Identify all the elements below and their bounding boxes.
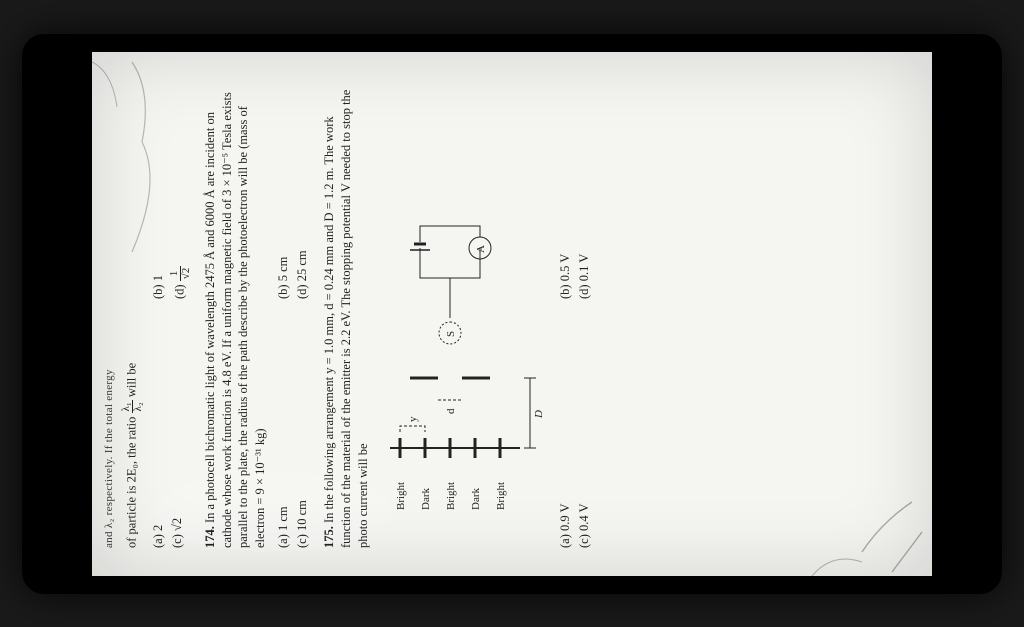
q175-d: (d) 0.1 V bbox=[576, 80, 593, 299]
q174-c: (c) 10 cm bbox=[294, 329, 311, 548]
intro-text-1: of particle is 2E₀, the ratio bbox=[124, 413, 138, 548]
ratio-den: λ₂ bbox=[133, 400, 144, 413]
intro-stem: of particle is 2E₀, the ratio λ₁ λ₂ will… bbox=[121, 80, 144, 548]
lbl-b1: Bright bbox=[395, 481, 407, 509]
opt-d: (d) 1 √2 bbox=[169, 80, 192, 299]
q175-a: (a) 0.9 V bbox=[557, 329, 574, 548]
q174-num: 174. bbox=[203, 526, 217, 548]
intro-ratio: λ₁ λ₂ bbox=[121, 400, 144, 413]
lbl-b3: Bright bbox=[495, 481, 507, 509]
lbl-b2: Bright bbox=[445, 481, 457, 509]
device-frame: and λ₂ respectively. If the total energy… bbox=[22, 34, 1002, 594]
diagram-svg: Bright Dark Bright Dark Bright y d bbox=[380, 218, 545, 518]
q174: 174. In a photocell bichromatic light of… bbox=[202, 80, 270, 548]
lbl-y: y bbox=[407, 416, 419, 422]
q175-text: In the following arrangement y = 1.0 mm,… bbox=[322, 89, 370, 547]
opt-d-frac: 1 √2 bbox=[169, 265, 192, 281]
lbl-S: S bbox=[445, 330, 457, 336]
q174-d: (d) 25 cm bbox=[294, 80, 311, 299]
q175-options: (a) 0.9 V (b) 0.5 V (c) 0.4 V (d) 0.1 V bbox=[557, 80, 593, 548]
page-content: and λ₂ respectively. If the total energy… bbox=[92, 52, 932, 576]
q175-num: 175. bbox=[322, 526, 336, 548]
q175-c: (c) 0.4 V bbox=[576, 329, 593, 548]
intro-options: (a) 2 (b) 1 (c) √2 (d) 1 √2 bbox=[150, 80, 192, 548]
q175: 175. In the following arrangement y = 1.… bbox=[321, 80, 372, 548]
intro-text-2: will be bbox=[124, 362, 138, 396]
lbl-d: d bbox=[445, 408, 457, 414]
lbl-d2: Dark bbox=[470, 487, 482, 509]
opt-c: (c) √2 bbox=[169, 329, 192, 548]
q175-diagram: Bright Dark Bright Dark Bright y d bbox=[380, 80, 550, 518]
q174-options: (a) 1 cm (b) 5 cm (c) 10 cm (d) 25 cm bbox=[275, 80, 311, 548]
lbl-D: D bbox=[533, 410, 545, 419]
q174-a: (a) 1 cm bbox=[275, 329, 292, 548]
q174-b: (b) 5 cm bbox=[275, 80, 292, 299]
lbl-A: A bbox=[475, 245, 487, 253]
q175-b: (b) 0.5 V bbox=[557, 80, 574, 299]
q174-text: In a photocell bichromatic light of wave… bbox=[203, 92, 268, 548]
screen: and λ₂ respectively. If the total energy… bbox=[92, 52, 932, 576]
opt-b: (b) 1 bbox=[150, 80, 167, 299]
opt-a: (a) 2 bbox=[150, 329, 167, 548]
lbl-d1: Dark bbox=[420, 487, 432, 509]
header-fragment: and λ₂ respectively. If the total energy bbox=[102, 80, 117, 548]
